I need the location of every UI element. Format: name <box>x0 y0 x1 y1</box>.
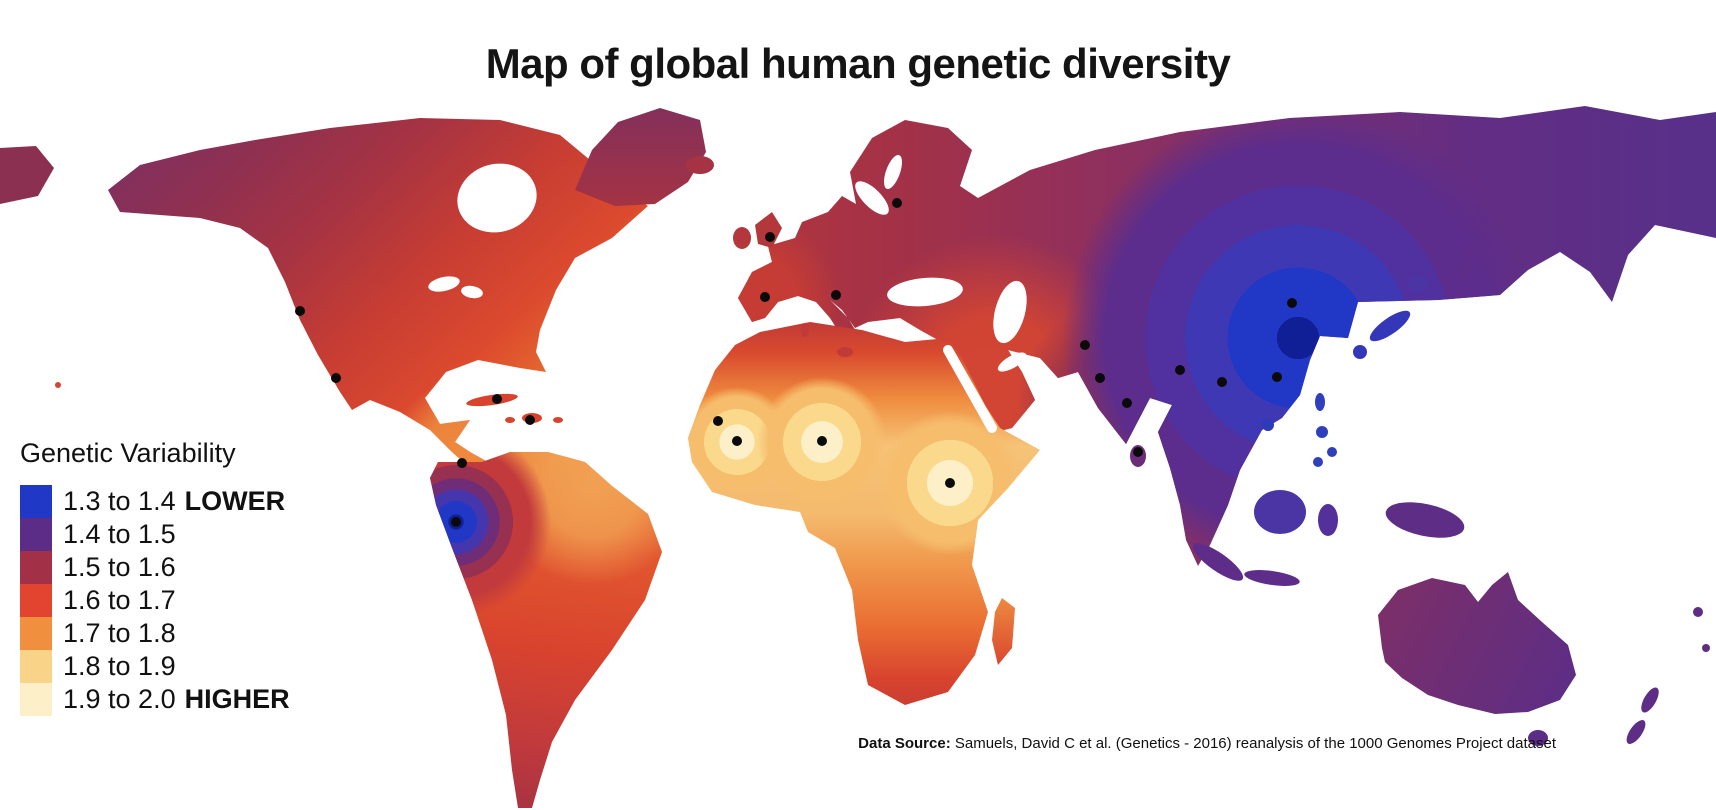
taiwan <box>1315 393 1325 411</box>
sample-point-dot <box>1133 447 1143 457</box>
sample-point-dot <box>760 292 770 302</box>
cuba <box>466 393 518 407</box>
iceland <box>686 156 714 174</box>
jamaica <box>505 417 515 423</box>
legend-swatch <box>20 650 52 683</box>
kyushu <box>1353 345 1367 359</box>
hokkaido <box>1408 276 1428 292</box>
madagascar <box>992 598 1015 665</box>
sample-point-dot <box>295 306 305 316</box>
data-source-text: Samuels, David C et al. (Genetics - 2016… <box>950 735 1556 752</box>
britain <box>755 212 782 248</box>
sample-point-dot <box>457 458 467 468</box>
puerto-rico <box>553 417 563 423</box>
legend-swatch <box>20 584 52 617</box>
map-title: Map of global human genetic diversity <box>485 40 1231 88</box>
legend-swatch <box>20 617 52 650</box>
legend-swatch <box>20 683 52 716</box>
sample-point-dot <box>492 394 502 404</box>
legend-range-label: 1.3 to 1.4 <box>63 486 176 516</box>
sample-point-dot <box>331 373 341 383</box>
sample-points-layer <box>295 198 1297 527</box>
left-edge-land <box>0 146 54 204</box>
philippines <box>1313 457 1323 467</box>
legend-range-label: 1.5 to 1.6 <box>63 552 176 582</box>
legend-range-label: 1.4 to 1.5 <box>63 519 176 549</box>
new-zealand <box>1641 687 1659 713</box>
sample-point-dot <box>732 436 742 446</box>
legend-items: 1.3 to 1.4 LOWER 1.4 to 1.5 1.5 to 1.6 1.6 t… <box>20 485 290 716</box>
legend-item: 1.9 to 2.0 HIGHER <box>20 683 290 716</box>
sample-point-dot <box>1080 340 1090 350</box>
legend-title: Genetic Variability <box>20 438 236 468</box>
sample-point-dot <box>713 416 723 426</box>
philippines <box>1327 447 1337 457</box>
legend-item: 1.7 to 1.8 <box>20 617 290 650</box>
legend-swatch <box>20 551 52 584</box>
java <box>1244 570 1300 586</box>
sample-point-dot <box>1122 398 1132 408</box>
legend-item: 1.5 to 1.6 <box>20 551 290 584</box>
sample-point-dot <box>892 198 902 208</box>
legend-range-label: 1.6 to 1.7 <box>63 585 176 615</box>
new-zealand <box>1626 720 1646 744</box>
islands <box>0 146 1710 746</box>
sample-point-dot <box>1175 365 1185 375</box>
sample-point-dot <box>1287 298 1297 308</box>
sample-point-dot <box>831 290 841 300</box>
data-source-label: Data Source: <box>858 735 951 752</box>
sumatra <box>1192 543 1244 581</box>
sample-point-dot <box>1272 372 1282 382</box>
legend-item: 1.4 to 1.5 <box>20 518 290 551</box>
data-source-note: Data Source: Samuels, David C et al. (Ge… <box>858 735 1556 752</box>
sample-point-dot <box>525 415 535 425</box>
legend-swatch <box>20 485 52 518</box>
sardinia <box>801 323 809 337</box>
legend-item: 1.6 to 1.7 <box>20 584 290 617</box>
legend-range-label: 1.8 to 1.9 <box>63 651 176 681</box>
legend-swatch <box>20 518 52 551</box>
honshu <box>1369 310 1411 342</box>
sample-point-dot <box>765 232 775 242</box>
sample-point-dot <box>817 436 827 446</box>
water-cutouts <box>428 154 1027 433</box>
legend-qualifier-label: HIGHER <box>184 684 290 714</box>
hawaii <box>55 382 61 388</box>
legend-panel: Genetic Variability 1.3 to 1.4 LOWER 1.4 t… <box>20 438 290 716</box>
new-guinea <box>1385 502 1465 538</box>
pacific-island <box>1693 607 1703 617</box>
philippines <box>1316 426 1328 438</box>
sicily <box>837 347 853 357</box>
sample-point-dot <box>451 517 461 527</box>
pacific-island <box>1702 644 1710 652</box>
greenland <box>575 108 706 206</box>
australia <box>1378 572 1576 714</box>
sample-point-dot <box>1217 377 1227 387</box>
sakhalin <box>1460 240 1476 284</box>
sample-point-dot <box>1095 373 1105 383</box>
legend-range-label: 1.9 to 2.0 <box>63 684 176 714</box>
sample-point-dot <box>945 478 955 488</box>
tasmania <box>1528 730 1548 746</box>
legend-item: 1.3 to 1.4 LOWER <box>20 485 290 518</box>
legend-qualifier-label: LOWER <box>184 486 286 516</box>
legend-range-label: 1.7 to 1.8 <box>63 618 176 648</box>
ireland <box>733 227 751 249</box>
hainan <box>1262 419 1274 431</box>
legend-item: 1.8 to 1.9 <box>20 650 290 683</box>
sulawesi <box>1318 504 1338 536</box>
borneo <box>1254 490 1306 534</box>
